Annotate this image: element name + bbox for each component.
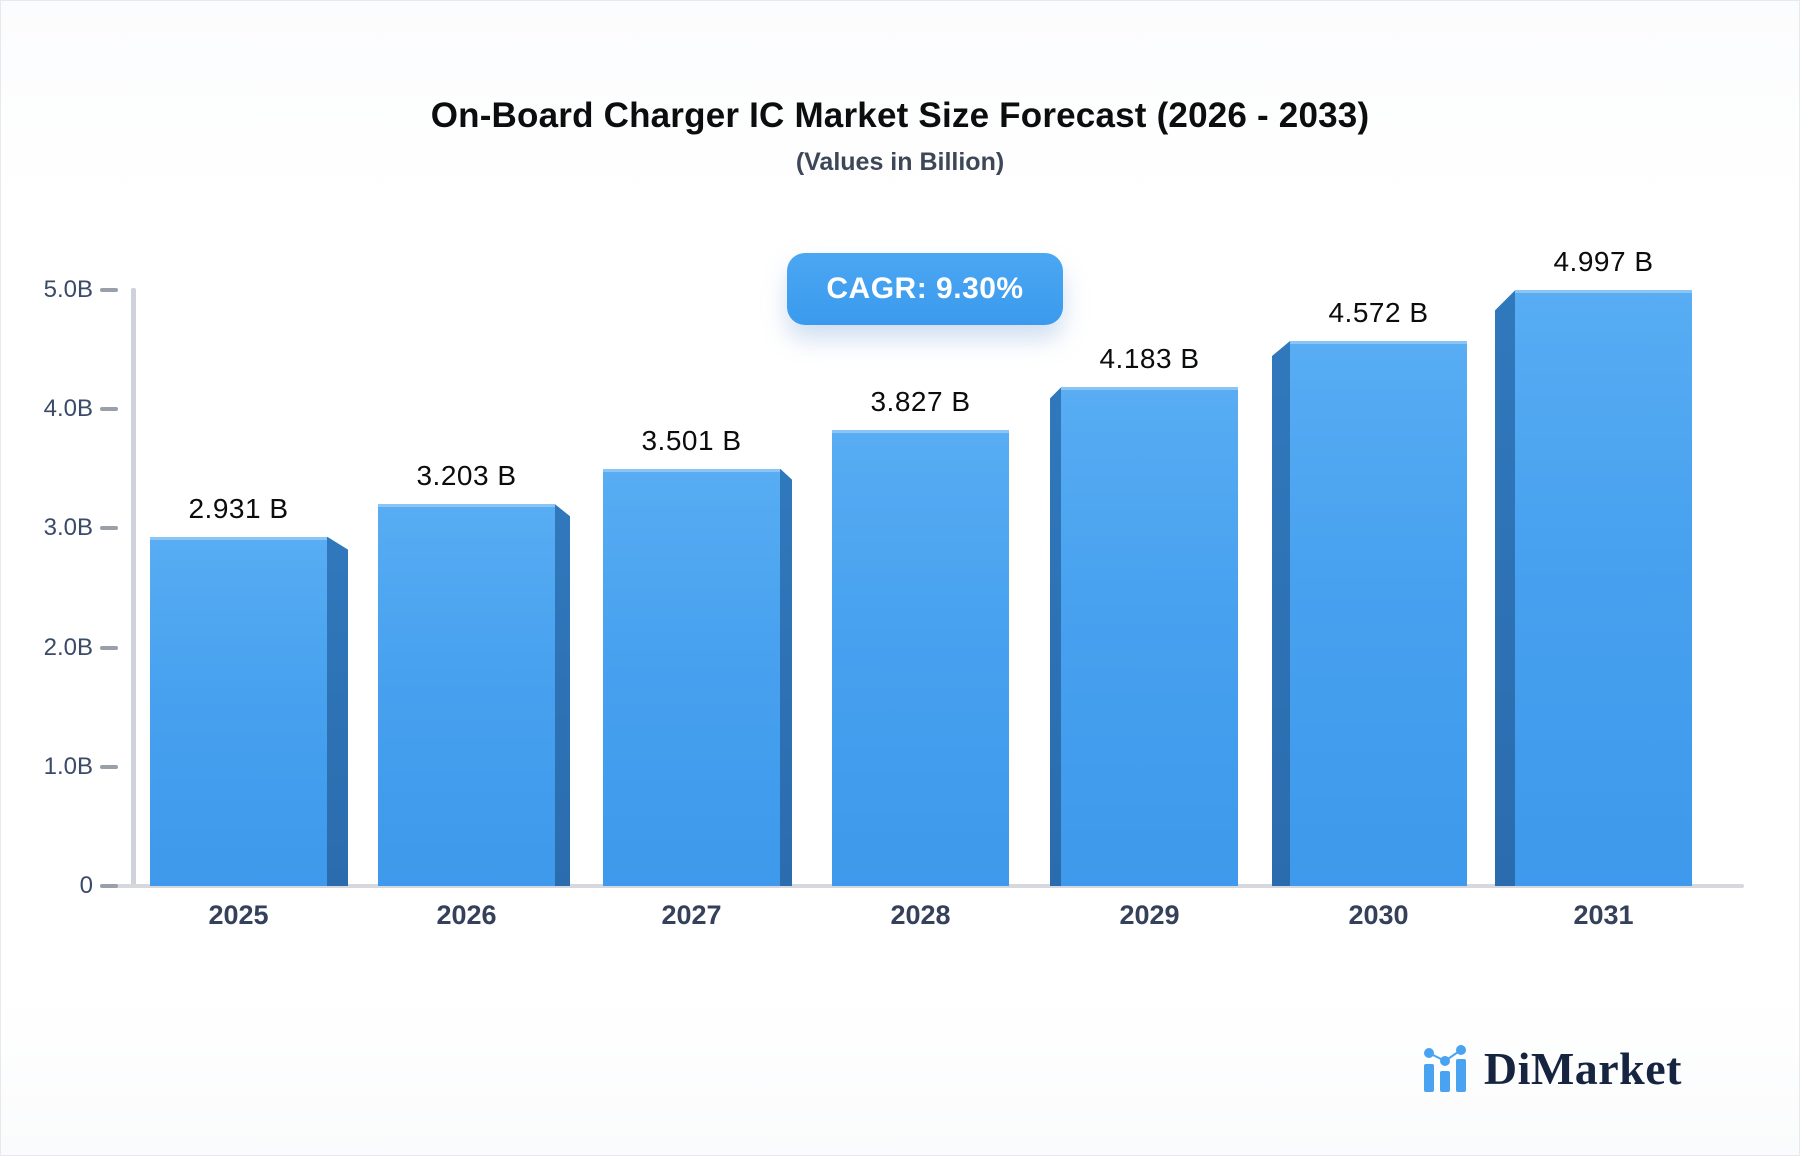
chart-subtitle: (Values in Billion) (795, 148, 1005, 176)
y-tick (100, 764, 118, 769)
chart-title: On-Board Charger IC Market Size Forecast… (430, 96, 1370, 135)
cagr-badge: CAGR: 9.30% (787, 253, 1063, 325)
bar-value-label: 3.501 B (641, 424, 742, 456)
bar (150, 536, 327, 886)
x-axis-line (115, 884, 1744, 888)
bar-side-panel (1050, 387, 1061, 886)
bar-side-panel (1272, 341, 1290, 886)
x-axis-label: 2030 (1348, 900, 1409, 930)
bar (603, 468, 780, 886)
y-tick-label: 1.0B (43, 752, 93, 780)
y-tick-label: 4.0B (43, 395, 93, 423)
y-tick (100, 526, 118, 531)
bar-value-label: 2.931 B (188, 492, 289, 524)
bar-value-label: 4.572 B (1328, 297, 1429, 329)
y-tick-label: 3.0B (43, 514, 93, 542)
y-tick (100, 645, 118, 650)
bar (1515, 290, 1692, 886)
y-tick-label: 0 (79, 872, 93, 899)
bar-value-label: 3.827 B (870, 385, 971, 417)
bar-value-label: 3.203 B (416, 460, 517, 492)
y-axis-line (131, 288, 136, 888)
x-axis-label: 2028 (890, 900, 951, 930)
bar (378, 504, 555, 886)
y-tick-label: 2.0B (43, 633, 93, 661)
bar-value-label: 4.997 B (1553, 246, 1654, 278)
bar-chart-logo-icon (1422, 1044, 1472, 1092)
bar (1061, 387, 1238, 886)
x-axis-label: 2025 (208, 900, 269, 930)
y-tick (100, 884, 118, 888)
bar-side-panel (555, 504, 570, 886)
y-tick (100, 288, 118, 292)
x-axis-label: 2031 (1573, 900, 1634, 930)
bar-value-label: 4.183 B (1099, 343, 1200, 375)
x-axis-label: 2027 (661, 900, 722, 930)
bar-side-panel (327, 536, 348, 886)
x-axis-label: 2029 (1119, 900, 1180, 930)
bar (832, 429, 1009, 886)
logo: DiMarket (1422, 1044, 1682, 1092)
logo-text: DiMarket (1483, 1043, 1682, 1094)
bar (1290, 341, 1467, 886)
x-axis-label: 2026 (436, 900, 497, 930)
cagr-badge-label: CAGR: 9.30% (826, 272, 1024, 305)
y-tick-label: 5.0B (43, 276, 93, 303)
y-tick (100, 407, 118, 412)
bar-side-panel (780, 468, 792, 886)
bar-side-panel (1495, 290, 1515, 886)
